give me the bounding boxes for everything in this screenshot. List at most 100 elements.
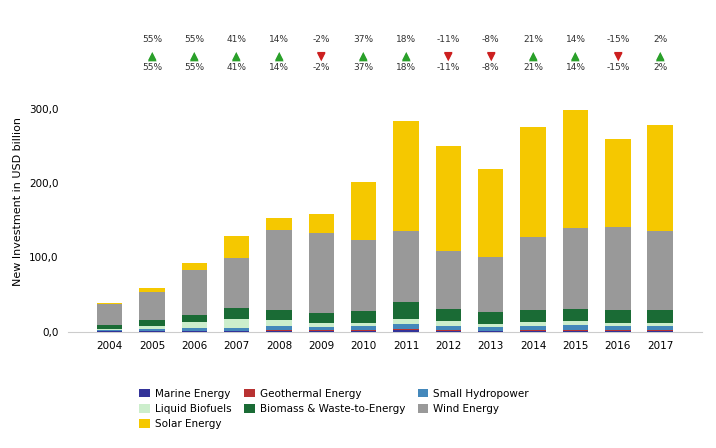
Bar [266,230,291,310]
Text: -2%: -2% [313,63,330,72]
Bar [478,327,503,331]
Text: 21%: 21% [523,35,543,44]
Bar [435,330,461,331]
Bar [182,322,207,328]
Bar [647,231,673,310]
Bar [521,330,546,331]
Bar [478,169,503,257]
Bar [139,292,165,320]
Bar [182,328,207,331]
Bar [266,218,291,230]
Bar [605,326,631,330]
Bar [266,310,291,320]
Bar [521,322,546,326]
Text: 18%: 18% [396,63,416,72]
Bar [563,228,588,309]
Bar [435,146,461,251]
Bar [139,326,165,329]
Bar [309,327,334,331]
Text: ▲: ▲ [233,51,241,60]
Text: -11%: -11% [437,63,460,72]
Bar [266,326,291,330]
Bar [393,328,419,331]
Text: -11%: -11% [437,35,460,44]
Bar [393,302,419,319]
Bar [182,270,207,315]
Text: 14%: 14% [566,35,586,44]
Bar [393,231,419,302]
Text: ▲: ▲ [233,51,241,61]
Bar [605,310,631,323]
Bar [563,322,588,325]
Bar [309,323,334,327]
Text: ▼: ▼ [614,51,622,61]
Text: 37%: 37% [354,35,374,44]
Bar [478,331,503,332]
Bar [182,263,207,270]
Bar [224,308,249,319]
Text: ▲: ▲ [402,51,410,61]
Bar [478,312,503,323]
Text: ▼: ▼ [486,51,495,61]
Text: -8%: -8% [482,63,500,72]
Bar [351,311,377,323]
Text: ▲: ▲ [402,51,410,60]
Bar [351,240,377,311]
Bar [521,127,546,237]
Text: -8%: -8% [482,35,500,44]
Bar [97,305,122,325]
Text: 14%: 14% [269,35,289,44]
Bar [647,330,673,331]
Text: 2%: 2% [653,63,667,72]
Bar [351,323,377,326]
Bar [605,227,631,310]
Bar [521,310,546,322]
Y-axis label: New Investment in USD billion: New Investment in USD billion [13,117,23,286]
Bar [139,289,165,292]
Bar [224,236,249,258]
Bar [97,329,122,330]
Text: ▲: ▲ [571,51,580,60]
Bar [563,309,588,322]
Bar [647,125,673,231]
Bar [393,331,419,332]
Bar [435,251,461,309]
Bar [351,330,377,331]
Bar [97,325,122,329]
Text: ▼: ▼ [444,51,453,61]
Text: ▼: ▼ [614,51,622,60]
Bar [647,310,673,323]
Text: 55%: 55% [142,35,162,44]
Text: 41%: 41% [226,63,246,72]
Bar [605,330,631,331]
Text: 18%: 18% [396,35,416,44]
Bar [521,237,546,310]
Text: -2%: -2% [313,35,330,44]
Text: ▲: ▲ [656,51,664,61]
Bar [605,139,631,227]
Bar [224,327,249,331]
Text: ▲: ▲ [190,51,198,61]
Text: ▼: ▼ [486,51,495,60]
Text: 14%: 14% [566,63,586,72]
Legend: Marine Energy, Liquid Biofuels, Solar Energy, Geothermal Energy, Biomass & Waste: Marine Energy, Liquid Biofuels, Solar En… [140,389,529,429]
Text: 55%: 55% [184,35,204,44]
Bar [139,320,165,326]
Bar [647,326,673,330]
Text: -15%: -15% [606,63,629,72]
Bar [97,330,122,331]
Bar [393,121,419,231]
Bar [563,325,588,330]
Bar [478,257,503,312]
Bar [563,330,588,331]
Bar [309,214,334,233]
Text: 37%: 37% [354,63,374,72]
Text: ▲: ▲ [275,51,284,60]
Bar [605,323,631,326]
Text: ▼: ▼ [444,51,453,60]
Bar [224,258,249,308]
Bar [309,233,334,313]
Text: 2%: 2% [653,35,667,44]
Text: ▲: ▲ [656,51,664,60]
Text: ▲: ▲ [190,51,198,60]
